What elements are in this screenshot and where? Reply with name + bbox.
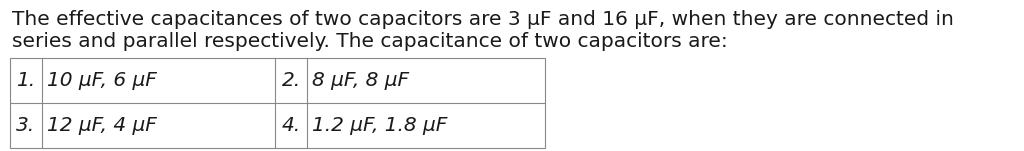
Text: 10 μF, 6 μF: 10 μF, 6 μF <box>47 71 157 90</box>
Text: 1.2 μF, 1.8 μF: 1.2 μF, 1.8 μF <box>312 116 447 135</box>
Text: 12 μF, 4 μF: 12 μF, 4 μF <box>47 116 157 135</box>
Bar <box>10 58 545 148</box>
Text: series and parallel respectively. The capacitance of two capacitors are:: series and parallel respectively. The ca… <box>12 32 728 51</box>
Text: The effective capacitances of two capacitors are 3 μF and 16 μF, when they are c: The effective capacitances of two capaci… <box>12 10 954 29</box>
Text: 8 μF, 8 μF: 8 μF, 8 μF <box>312 71 410 90</box>
Text: 3.: 3. <box>16 116 36 135</box>
Text: 4.: 4. <box>282 116 301 135</box>
Text: 1.: 1. <box>16 71 36 90</box>
Text: 2.: 2. <box>282 71 301 90</box>
